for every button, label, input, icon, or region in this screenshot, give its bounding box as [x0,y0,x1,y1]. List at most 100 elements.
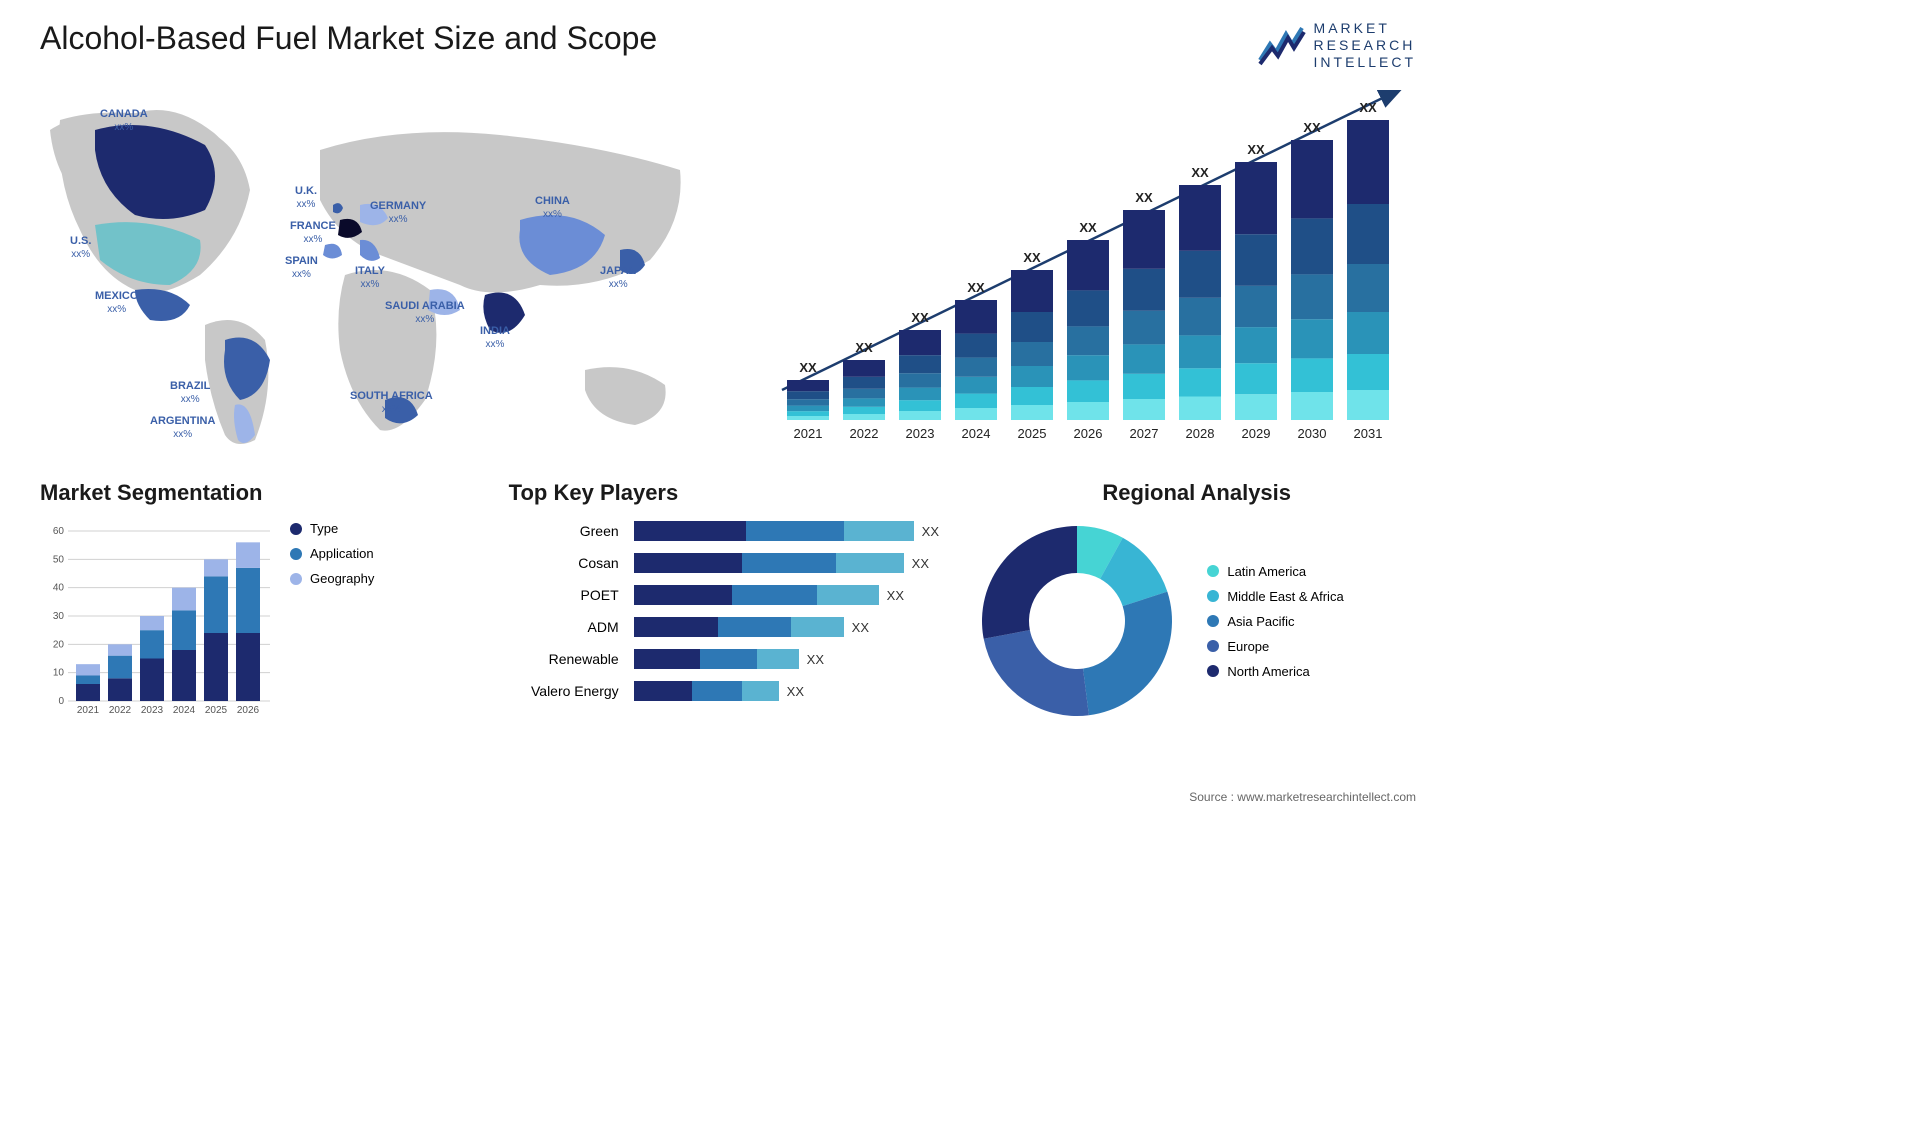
legend-item: Geography [290,571,374,586]
player-bar [634,617,844,637]
segmentation-chart: 0102030405060202120222023202420252026 [40,521,270,721]
player-bar-segment [634,585,732,605]
legend-label: Geography [310,571,374,586]
player-bar-row: XX [634,649,939,669]
player-bar-segment [742,681,778,701]
map-label: CANADAxx% [100,108,148,133]
svg-text:XX: XX [1023,250,1041,265]
player-bar-segment [634,553,742,573]
svg-text:20: 20 [53,640,65,651]
svg-text:XX: XX [1303,120,1321,135]
legend-item: Asia Pacific [1207,614,1343,629]
player-bar-segment [757,649,798,669]
player-labels: GreenCosanPOETADMRenewableValero Energy [509,521,619,701]
player-value: XX [852,620,869,635]
svg-text:XX: XX [1191,165,1209,180]
player-bar [634,521,914,541]
legend-dot [1207,640,1219,652]
legend-label: Latin America [1227,564,1306,579]
map-label: BRAZILxx% [170,380,210,405]
svg-text:2023: 2023 [906,426,935,441]
legend-label: Type [310,521,338,536]
map-label: JAPANxx% [600,265,636,290]
svg-text:XX: XX [911,310,929,325]
segmentation-legend: Type Application Geography [290,521,374,721]
svg-text:2025: 2025 [205,705,228,716]
svg-text:2024: 2024 [173,705,196,716]
player-bar-segment [742,553,837,573]
svg-text:2026: 2026 [237,705,260,716]
page-title: Alcohol-Based Fuel Market Size and Scope [40,20,657,57]
player-value: XX [912,556,929,571]
legend-label: Application [310,546,374,561]
map-label: FRANCExx% [290,220,336,245]
svg-text:2026: 2026 [1074,426,1103,441]
logo-line1: MARKET [1314,20,1416,37]
player-bars: XX XX XX XX XX XX [634,521,939,701]
map-label: ITALYxx% [355,265,385,290]
svg-text:2025: 2025 [1018,426,1047,441]
svg-text:0: 0 [58,696,64,707]
svg-text:10: 10 [53,668,65,679]
player-bar-segment [634,521,746,541]
svg-text:2029: 2029 [1242,426,1271,441]
svg-text:2021: 2021 [77,705,100,716]
players-title: Top Key Players [509,480,948,506]
legend-item: Latin America [1207,564,1343,579]
player-value: XX [887,588,904,603]
legend-label: Europe [1227,639,1269,654]
svg-text:XX: XX [967,280,985,295]
player-bar [634,649,799,669]
brand-logo: MARKET RESEARCH INTELLECT [1258,20,1416,70]
svg-text:40: 40 [53,583,65,594]
forecast-chart: XX2021XX2022XX2023XX2024XX2025XX2026XX20… [748,90,1408,450]
player-value: XX [787,684,804,699]
legend-dot [1207,665,1219,677]
player-bar-segment [791,617,844,637]
svg-text:2021: 2021 [794,426,823,441]
legend-dot [290,523,302,535]
player-bar-segment [817,585,878,605]
legend-dot [1207,565,1219,577]
legend-label: Middle East & Africa [1227,589,1343,604]
player-value: XX [922,524,939,539]
player-label: Valero Energy [509,681,619,701]
svg-text:2028: 2028 [1186,426,1215,441]
svg-text:XX: XX [799,360,817,375]
legend-item: North America [1207,664,1343,679]
forecast-chart-panel: XX2021XX2022XX2023XX2024XX2025XX2026XX20… [748,90,1416,450]
svg-text:2024: 2024 [962,426,991,441]
map-label: SAUDI ARABIAxx% [385,300,465,325]
player-bar-row: XX [634,521,939,541]
map-label: SOUTH AFRICAxx% [350,390,433,415]
svg-text:50: 50 [53,555,65,566]
map-label: INDIAxx% [480,325,510,350]
player-label: ADM [509,617,619,637]
player-bar [634,585,879,605]
logo-line2: RESEARCH [1314,37,1416,54]
segmentation-panel: Market Segmentation 01020304050602021202… [40,480,479,721]
player-label: Green [509,521,619,541]
players-panel: Top Key Players GreenCosanPOETADMRenewab… [509,480,948,721]
svg-text:2023: 2023 [141,705,164,716]
regional-legend: Latin America Middle East & Africa Asia Pa… [1207,564,1343,679]
regional-panel: Regional Analysis Latin AmericaMiddle Ea… [977,480,1416,721]
legend-item: Type [290,521,374,536]
player-value: XX [807,652,824,667]
svg-text:30: 30 [53,611,65,622]
player-bar-segment [836,553,904,573]
legend-dot [1207,590,1219,602]
source-text: Source : www.marketresearchintellect.com [1189,790,1416,804]
player-bar [634,553,904,573]
player-bar-segment [700,649,758,669]
svg-text:XX: XX [1247,142,1265,157]
legend-item: Application [290,546,374,561]
map-label: MEXICOxx% [95,290,138,315]
svg-text:2031: 2031 [1354,426,1383,441]
player-bar-segment [692,681,743,701]
header: Alcohol-Based Fuel Market Size and Scope… [40,20,1416,70]
player-bar [634,681,779,701]
player-bar-row: XX [634,617,939,637]
map-label: ARGENTINAxx% [150,415,215,440]
logo-icon [1258,24,1306,66]
